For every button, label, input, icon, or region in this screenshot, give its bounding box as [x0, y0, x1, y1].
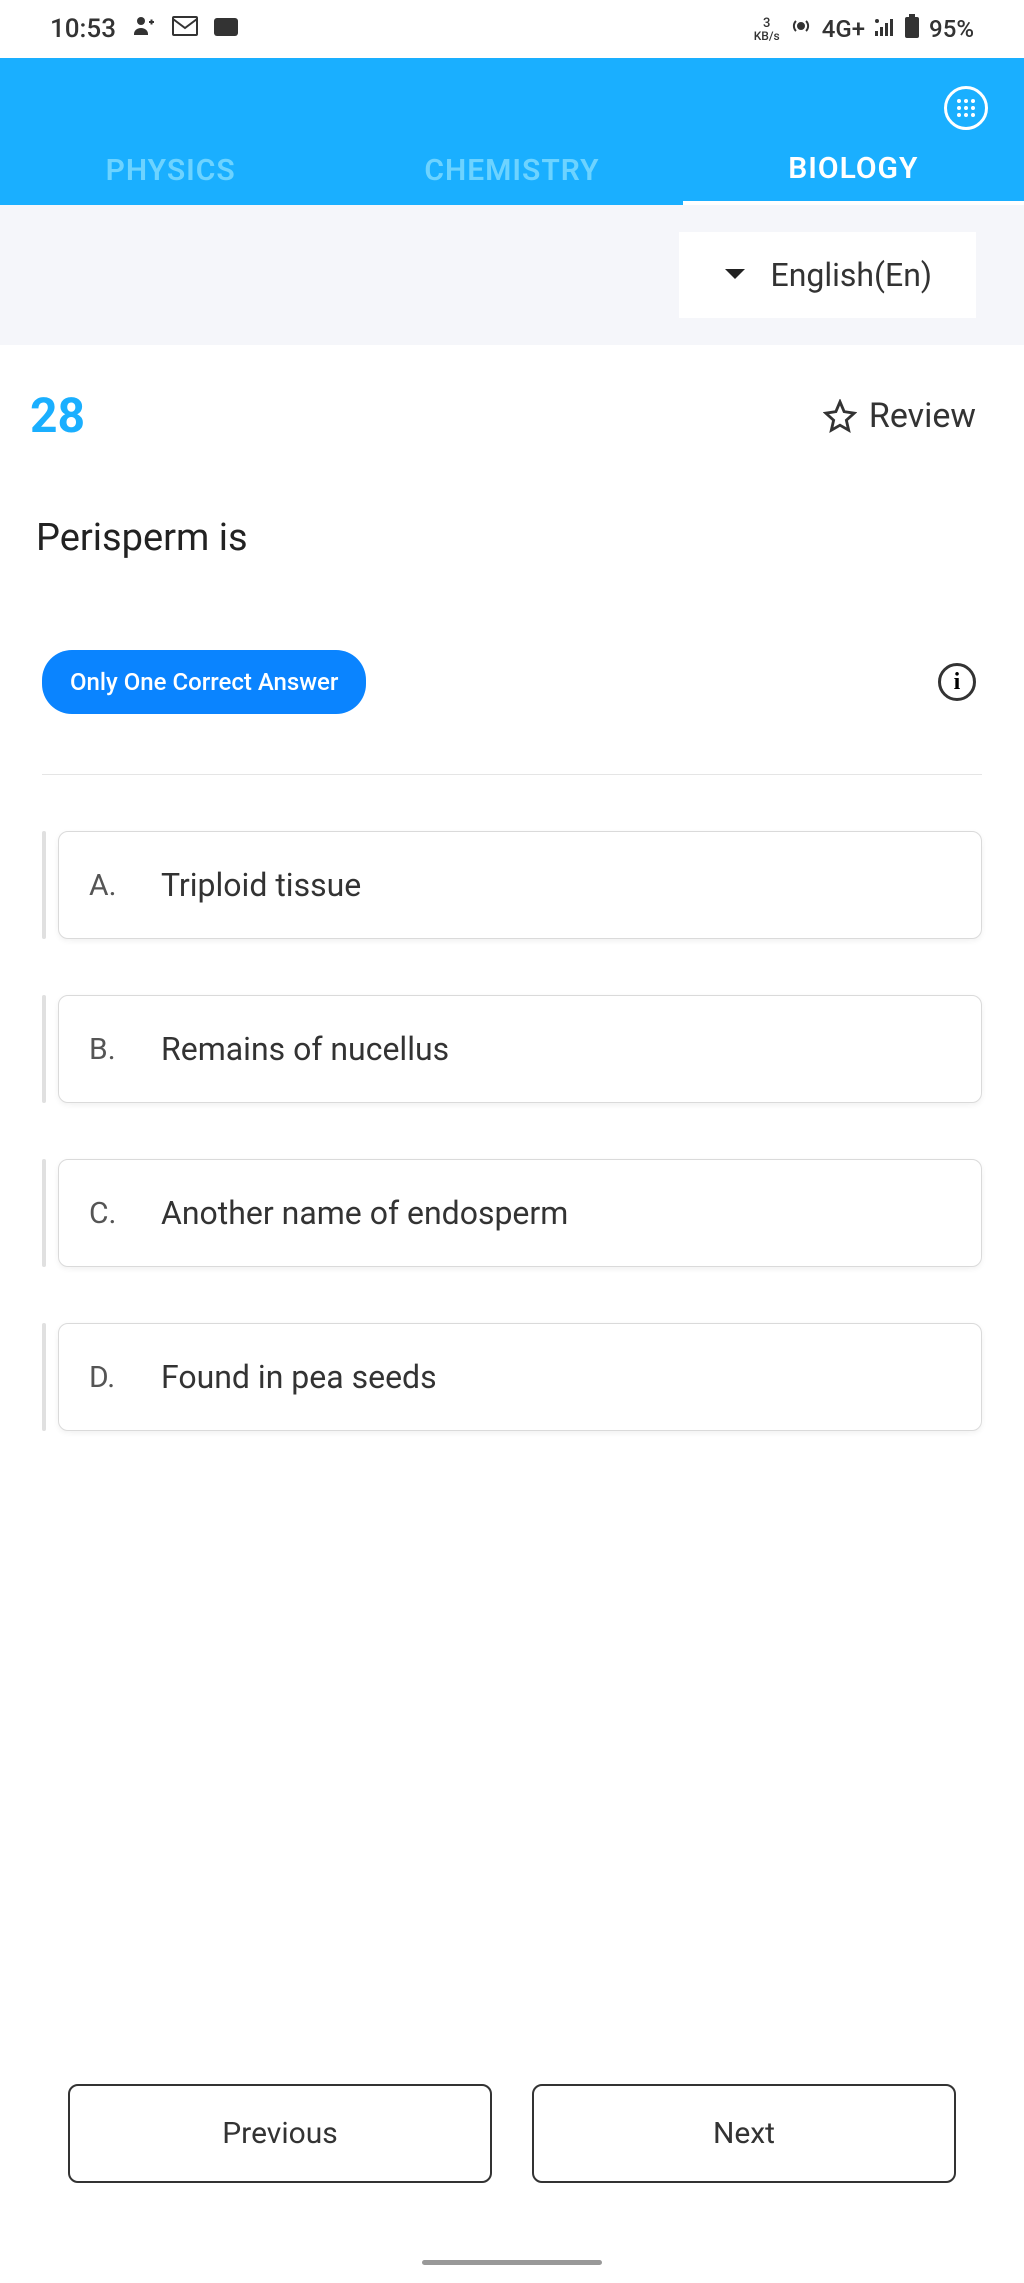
info-icon[interactable]: i: [938, 663, 976, 701]
review-label: Review: [869, 396, 976, 436]
data-speed: 3 KB/s: [754, 17, 780, 42]
option-letter: D.: [89, 1360, 119, 1395]
chevron-down-icon: [723, 261, 747, 289]
option-marker: [42, 1323, 46, 1431]
language-label: English(En): [771, 256, 932, 294]
option-c[interactable]: C. Another name of endosperm: [58, 1159, 982, 1267]
battery-icon: [905, 14, 919, 44]
options-list: A. Triploid tissue B. Remains of nucellu…: [0, 775, 1024, 1431]
option-letter: A.: [89, 868, 119, 903]
option-a[interactable]: A. Triploid tissue: [58, 831, 982, 939]
status-time: 10:53: [50, 14, 116, 44]
previous-button[interactable]: Previous: [68, 2084, 492, 2183]
nav-buttons: Previous Next: [0, 2084, 1024, 2183]
home-indicator[interactable]: [422, 2260, 602, 2265]
signal-icon: [875, 17, 895, 42]
star-icon: [823, 399, 857, 433]
option-c-wrapper: C. Another name of endosperm: [42, 1159, 982, 1267]
option-letter: C.: [89, 1196, 119, 1231]
option-b-wrapper: B. Remains of nucellus: [42, 995, 982, 1103]
option-b[interactable]: B. Remains of nucellus: [58, 995, 982, 1103]
next-button[interactable]: Next: [532, 2084, 956, 2183]
app-header: PHYSICS CHEMISTRY BIOLOGY: [0, 58, 1024, 205]
question-number: 28: [30, 387, 85, 444]
option-a-wrapper: A. Triploid tissue: [42, 831, 982, 939]
status-bar: 10:53 3 KB/s: [0, 0, 1024, 58]
option-marker: [42, 831, 46, 939]
option-text: Found in pea seeds: [161, 1358, 437, 1396]
option-text: Triploid tissue: [161, 866, 361, 904]
answer-type-badge: Only One Correct Answer: [42, 650, 366, 714]
badge-row: Only One Correct Answer i: [0, 560, 1024, 714]
review-button[interactable]: Review: [823, 396, 976, 436]
battery-percent: 95%: [929, 15, 974, 43]
subject-tabs: PHYSICS CHEMISTRY BIOLOGY: [0, 135, 1024, 205]
status-left: 10:53: [50, 14, 238, 44]
gmail-icon: [172, 16, 198, 42]
option-letter: B.: [89, 1032, 119, 1067]
sub-header: English(En): [0, 205, 1024, 345]
option-marker: [42, 995, 46, 1103]
option-marker: [42, 1159, 46, 1267]
option-text: Another name of endosperm: [161, 1194, 568, 1232]
network-type: 4G+: [822, 15, 865, 43]
app-icon: [214, 17, 238, 42]
status-right: 3 KB/s 4G+ 95%: [754, 14, 974, 44]
tab-physics[interactable]: PHYSICS: [0, 135, 341, 205]
option-text: Remains of nucellus: [161, 1030, 449, 1068]
person-add-icon: [132, 14, 156, 44]
option-d[interactable]: D. Found in pea seeds: [58, 1323, 982, 1431]
tab-biology[interactable]: BIOLOGY: [683, 135, 1024, 205]
tab-chemistry[interactable]: CHEMISTRY: [341, 135, 682, 205]
grid-menu-icon[interactable]: [944, 86, 988, 130]
language-selector[interactable]: English(En): [679, 232, 976, 318]
question-text: Perisperm is: [0, 444, 1024, 560]
question-header: 28 Review: [0, 345, 1024, 444]
hotspot-icon: [790, 15, 812, 43]
option-d-wrapper: D. Found in pea seeds: [42, 1323, 982, 1431]
